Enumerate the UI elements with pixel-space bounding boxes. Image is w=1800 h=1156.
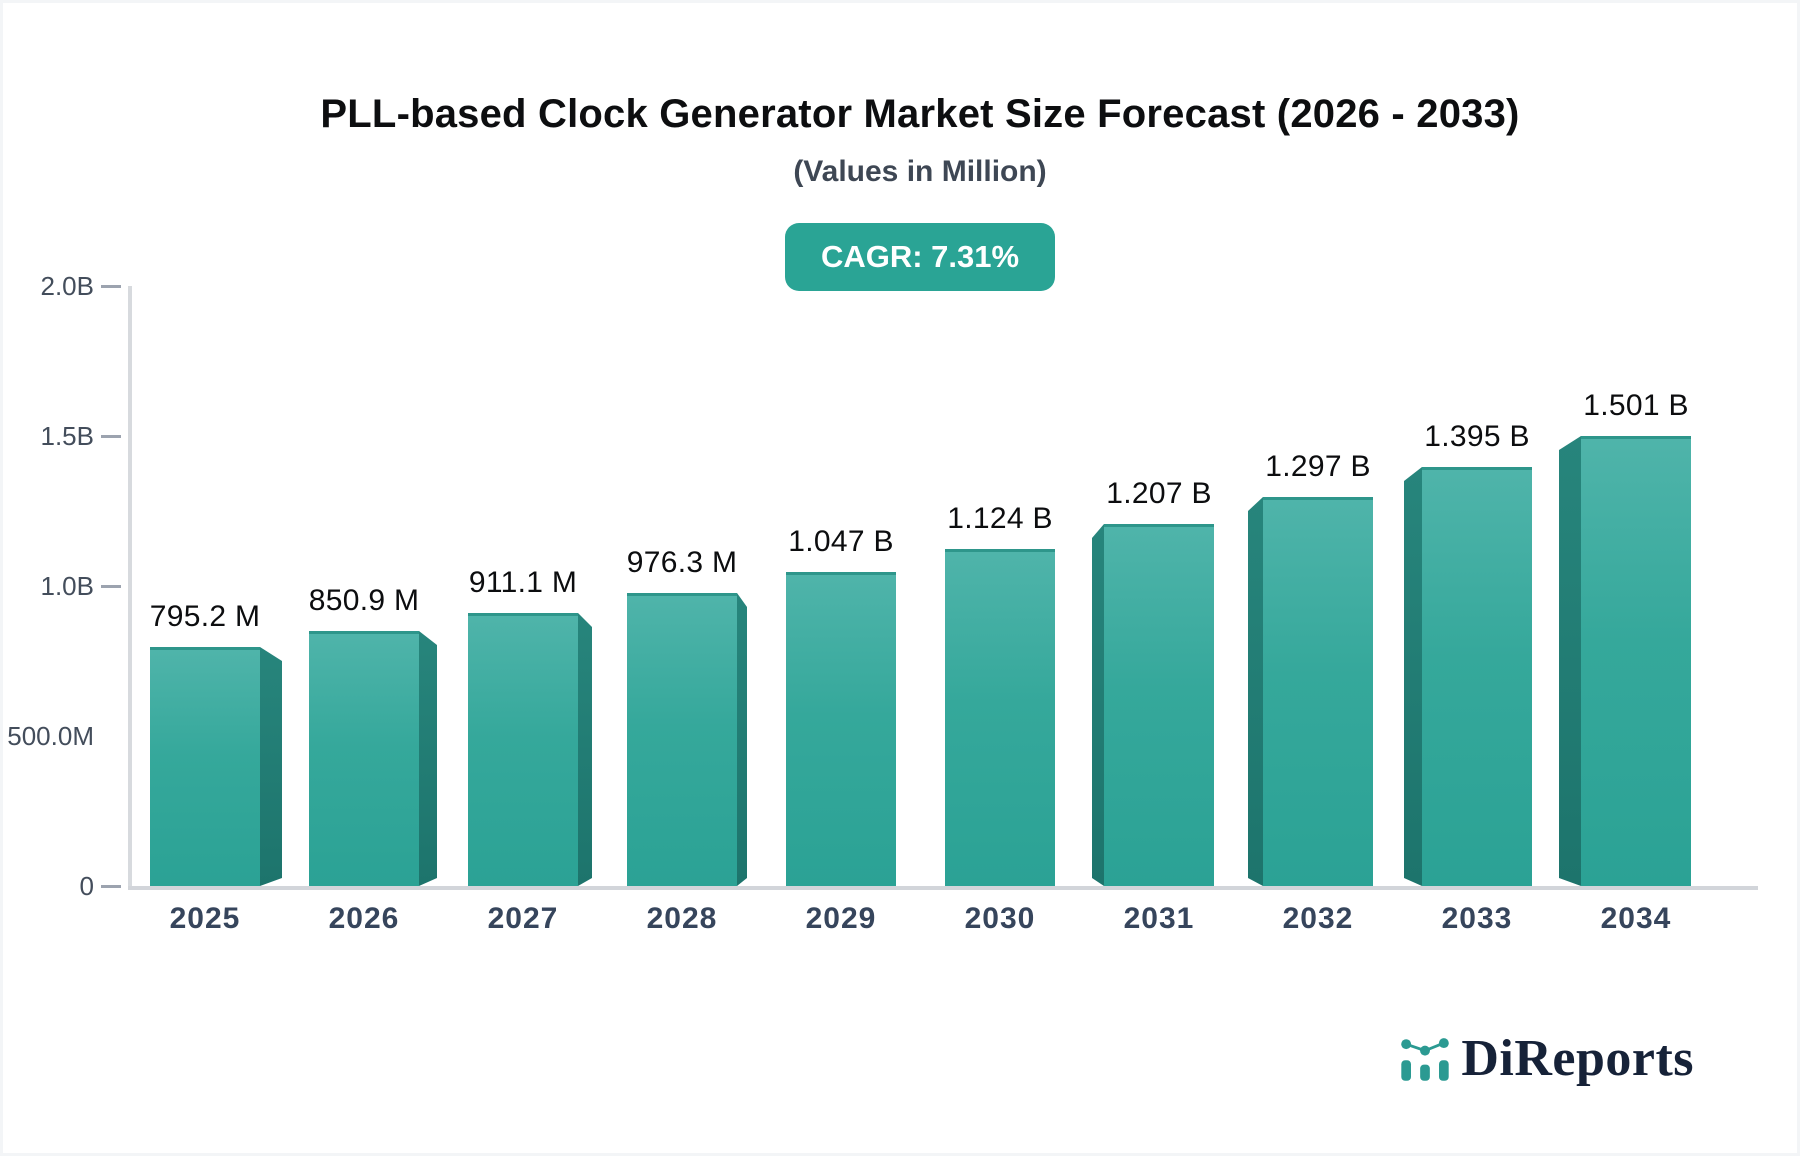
- x-axis-label: 2032: [1282, 902, 1354, 935]
- y-axis-label: 500.0M: [7, 721, 94, 751]
- x-axis-baseline: [128, 886, 1758, 890]
- bar-2030: [945, 549, 1055, 886]
- chart-subtitle: (Values in Million): [793, 155, 1047, 188]
- bar-side-face: [1092, 524, 1104, 886]
- y-axis-label: 0: [79, 871, 94, 901]
- bar-side-face: [260, 647, 282, 886]
- x-axis-label: 2030: [964, 902, 1036, 935]
- x-axis-label: 2026: [328, 902, 400, 935]
- bar-value-label: 1.501 B: [1583, 389, 1689, 422]
- bar-side-face: [1559, 436, 1581, 886]
- x-axis-label: 2029: [805, 902, 877, 935]
- bar-side-face: [1248, 497, 1263, 886]
- direports-logo: DiReports: [1397, 1028, 1694, 1089]
- bar-2033: [1422, 467, 1532, 886]
- x-axis-label: 2031: [1123, 902, 1195, 935]
- x-axis-label: 2028: [646, 902, 718, 935]
- bar-2029: [786, 572, 896, 886]
- bar-2026: [309, 631, 419, 886]
- bar-side-face: [1404, 467, 1422, 886]
- y-axis-tick-dash: [101, 435, 121, 438]
- x-axis-label: 2027: [487, 902, 559, 935]
- bar-side-face: [578, 613, 592, 886]
- bar-2027: [468, 613, 578, 886]
- bar-value-label: 1.297 B: [1265, 450, 1371, 483]
- bar-value-label: 850.9 M: [308, 584, 420, 617]
- bar-side-face: [737, 593, 747, 886]
- x-axis-label: 2033: [1441, 902, 1513, 935]
- bar-value-label: 795.2 M: [149, 600, 261, 633]
- y-axis-line: [128, 286, 132, 888]
- cagr-badge: CAGR: 7.31%: [784, 223, 1056, 291]
- bar-2031: [1104, 524, 1214, 886]
- bar-2028: [627, 593, 737, 886]
- chart-title: PLL-based Clock Generator Market Size Fo…: [320, 92, 1520, 136]
- chart-header: PLL-based Clock Generator Market Size Fo…: [40, 0, 1800, 291]
- bar-2025: [150, 647, 260, 886]
- y-axis-tick-dash: [101, 285, 121, 288]
- bar-value-label: 976.3 M: [626, 546, 738, 579]
- bar-value-label: 1.207 B: [1106, 477, 1212, 510]
- y-axis-label: 1.5B: [40, 421, 95, 451]
- y-axis-label: 2.0B: [40, 271, 95, 301]
- y-axis-tick-dash: [101, 885, 121, 888]
- bar-value-label: 1.047 B: [788, 525, 894, 558]
- logo-text: DiReports: [1461, 1030, 1694, 1087]
- bar-side-face: [419, 631, 437, 886]
- bar-2034: [1581, 436, 1691, 886]
- y-axis-tick-dash: [101, 585, 121, 588]
- bar-value-label: 911.1 M: [468, 566, 578, 599]
- bar-2032: [1263, 497, 1373, 886]
- bar-value-label: 1.395 B: [1424, 420, 1530, 453]
- mini-bar-chart-icon: [1397, 1028, 1453, 1089]
- bar-value-label: 1.124 B: [947, 502, 1053, 535]
- x-axis-label: 2025: [169, 902, 241, 935]
- x-axis-label: 2034: [1600, 902, 1672, 935]
- y-axis-label: 1.0B: [40, 571, 95, 601]
